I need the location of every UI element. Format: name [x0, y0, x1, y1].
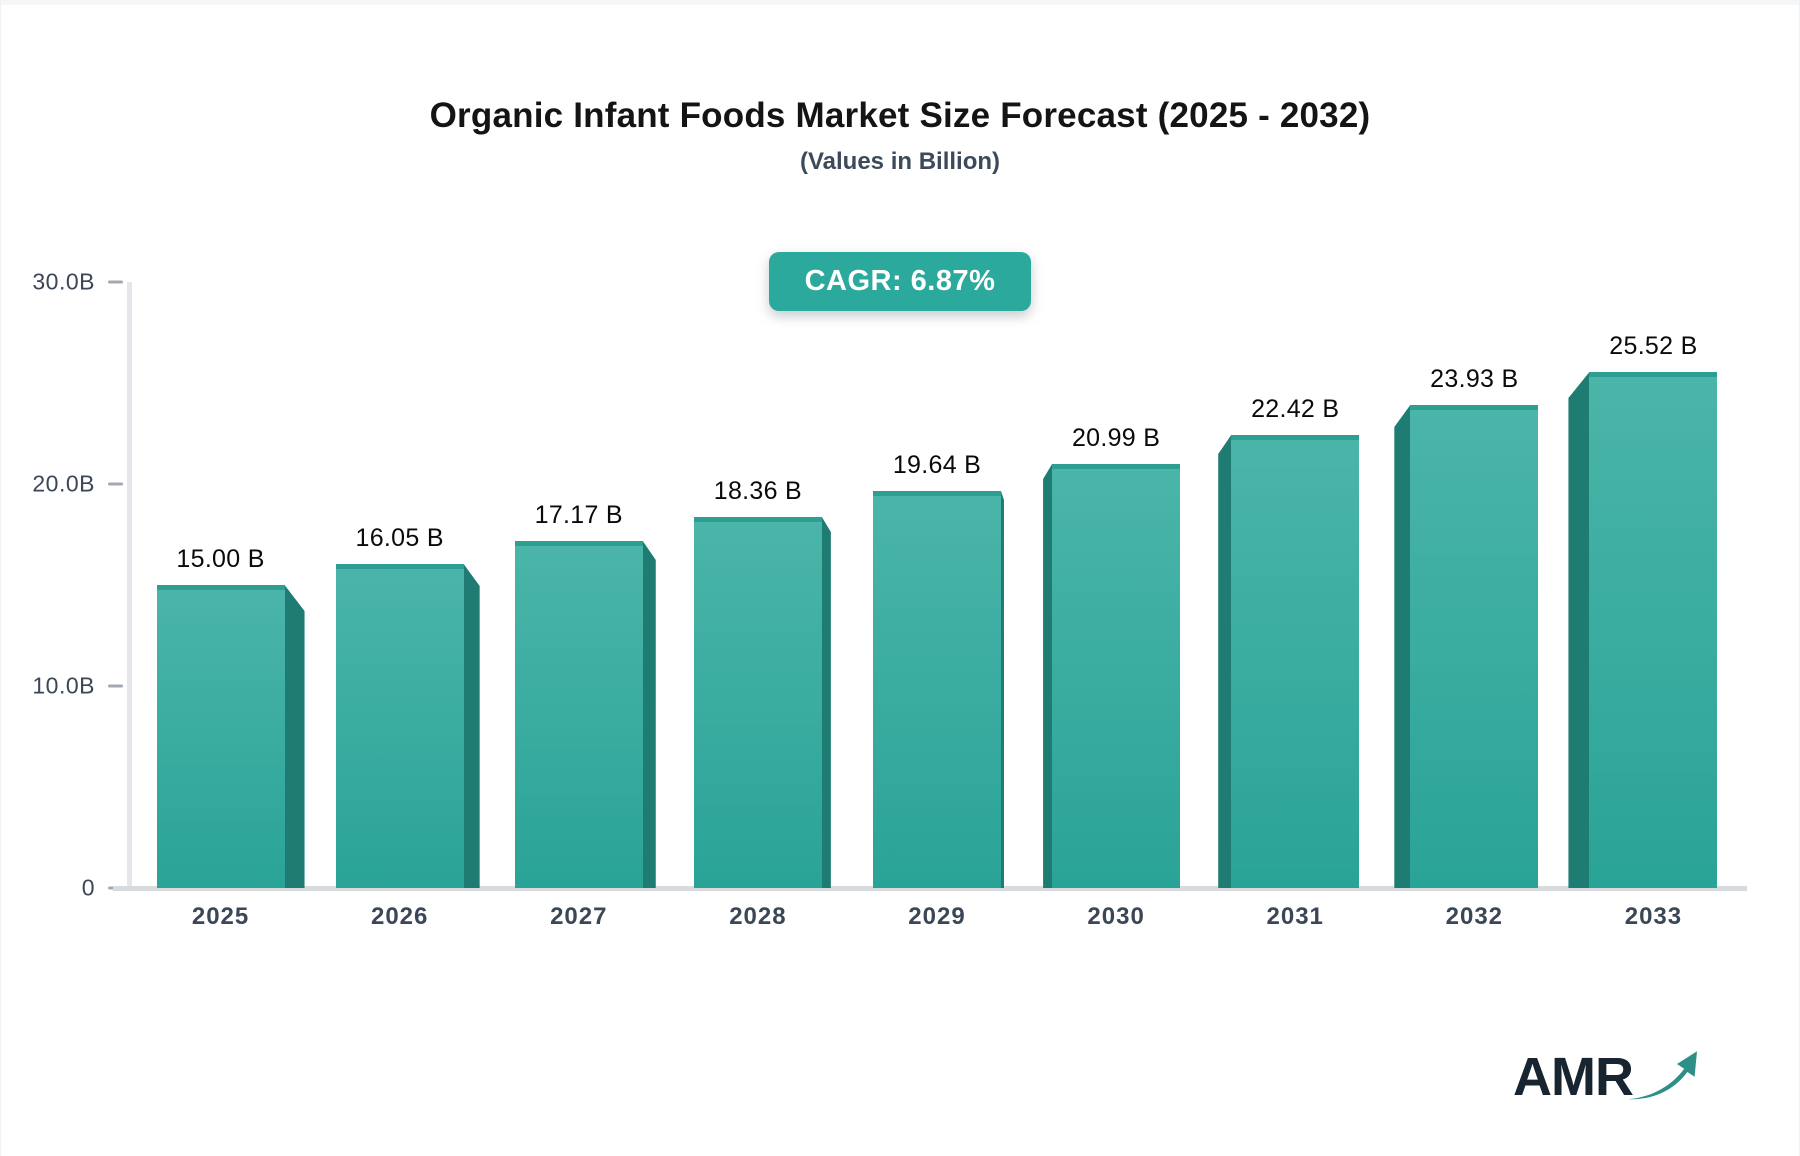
chart-title: Organic Infant Foods Market Size Forecas…: [429, 96, 1371, 135]
y-tick-label: 10.0B: [32, 672, 95, 699]
bar-3d-side: [284, 585, 305, 888]
bar-slot: 23.93 B: [1385, 282, 1564, 888]
bar-2025[interactable]: [156, 585, 305, 888]
bar-value-label: 15.00 B: [176, 545, 265, 573]
bar-2027[interactable]: [514, 541, 656, 888]
y-tick: 20.0B: [1, 471, 123, 498]
bars-row: 15.00 B 16.05 B 17.17 B 18.36 B 19.64 B 20.99…: [131, 282, 1743, 888]
bar-top-edge: [1410, 405, 1539, 410]
bar-2030[interactable]: [1043, 464, 1181, 888]
bar-3d-side: [821, 517, 831, 888]
bar-value-label: 25.52 B: [1609, 332, 1698, 360]
bar-top-edge: [156, 585, 285, 590]
x-axis-labels: 2025 2026 2027 2028 2029 2030 2031 2032 2033: [131, 903, 1743, 931]
bar-3d-side: [642, 541, 656, 888]
bar-slot: 20.99 B: [1027, 282, 1206, 888]
amr-logo-text: AMR: [1513, 1047, 1634, 1107]
x-tick-label-2028: 2028: [729, 903, 787, 930]
bar-slot: 19.64 B: [847, 282, 1026, 888]
y-tick-label: 20.0B: [32, 470, 95, 497]
bar-2028[interactable]: [693, 517, 831, 888]
bar-2031[interactable]: [1218, 435, 1360, 888]
bar-top-edge: [872, 491, 1001, 496]
bar-3d-side: [1568, 372, 1590, 888]
y-tick-dash: [108, 482, 123, 486]
bar-3d-side: [463, 564, 480, 888]
bar-value-label: 22.42 B: [1251, 395, 1340, 423]
x-tick-label-2026: 2026: [370, 903, 429, 930]
chart-plot-area: 15.00 B 16.05 B 17.17 B 18.36 B 19.64 B 20.99…: [113, 282, 1747, 891]
bar-top-edge: [1231, 435, 1360, 440]
y-tick: 30.0B: [1, 269, 123, 296]
bar-2029[interactable]: [872, 491, 1004, 888]
y-tick: 10.0B: [1, 673, 123, 700]
bar-slot: 15.00 B: [131, 282, 310, 888]
bar-value-label: 19.64 B: [892, 451, 982, 479]
amr-logo: AMR: [1513, 1041, 1697, 1104]
y-tick-dash: [108, 684, 123, 688]
bar-value-label: 17.17 B: [534, 501, 623, 529]
y-axis-line: [127, 282, 132, 888]
x-tick-label-2032: 2032: [1445, 903, 1504, 930]
x-axis-baseline: [113, 886, 1747, 891]
x-tick-label-2025: 2025: [191, 903, 250, 930]
x-tick-label-2033: 2033: [1624, 903, 1683, 930]
bar-2026[interactable]: [335, 564, 480, 888]
chart-subtitle: (Values in Billion): [799, 148, 1001, 175]
x-tick-label-2031: 2031: [1266, 903, 1324, 930]
bar-top-edge: [1052, 464, 1181, 469]
x-tick-label-2029: 2029: [908, 903, 966, 930]
bar-slot: 22.42 B: [1206, 282, 1385, 888]
bar-top-edge: [693, 517, 822, 522]
y-tick: 0: [1, 875, 123, 902]
bar-3d-side: [1043, 464, 1053, 888]
bar-top-edge: [1589, 372, 1718, 377]
bar-value-label: 20.99 B: [1071, 424, 1161, 452]
up-right-trend-arrow-icon: [1625, 1041, 1697, 1108]
bar-value-label: 16.05 B: [355, 524, 444, 552]
bar-slot: 18.36 B: [668, 282, 847, 888]
bar-3d-side: [1000, 491, 1004, 888]
bar-top-edge: [514, 541, 643, 546]
cagr-badge-wrap: CAGR: 6.87%: [1, 252, 1799, 311]
y-axis: 30.0B 20.0B 10.0B 0: [1, 269, 123, 901]
bar-3d-side: [1218, 435, 1232, 888]
bar-3d-side: [1394, 405, 1411, 888]
y-tick-dash: [108, 280, 123, 284]
bar-value-label: 18.36 B: [713, 477, 803, 505]
y-tick-label: 30.0B: [32, 268, 95, 295]
bar-slot: 17.17 B: [489, 282, 668, 888]
bar-value-label: 23.93 B: [1430, 365, 1519, 393]
x-tick-label-2030: 2030: [1087, 903, 1145, 930]
top-edge-strip: [1, 0, 1799, 5]
bar-slot: 16.05 B: [310, 282, 489, 888]
cagr-badge: CAGR: 6.87%: [768, 252, 1032, 311]
y-tick-label: 0: [81, 874, 95, 901]
x-tick-label-2027: 2027: [550, 903, 608, 930]
bar-top-edge: [335, 564, 464, 569]
bar-2033[interactable]: [1568, 372, 1718, 888]
bar-slot: 25.52 B: [1564, 282, 1743, 888]
bar-2032[interactable]: [1394, 405, 1539, 888]
